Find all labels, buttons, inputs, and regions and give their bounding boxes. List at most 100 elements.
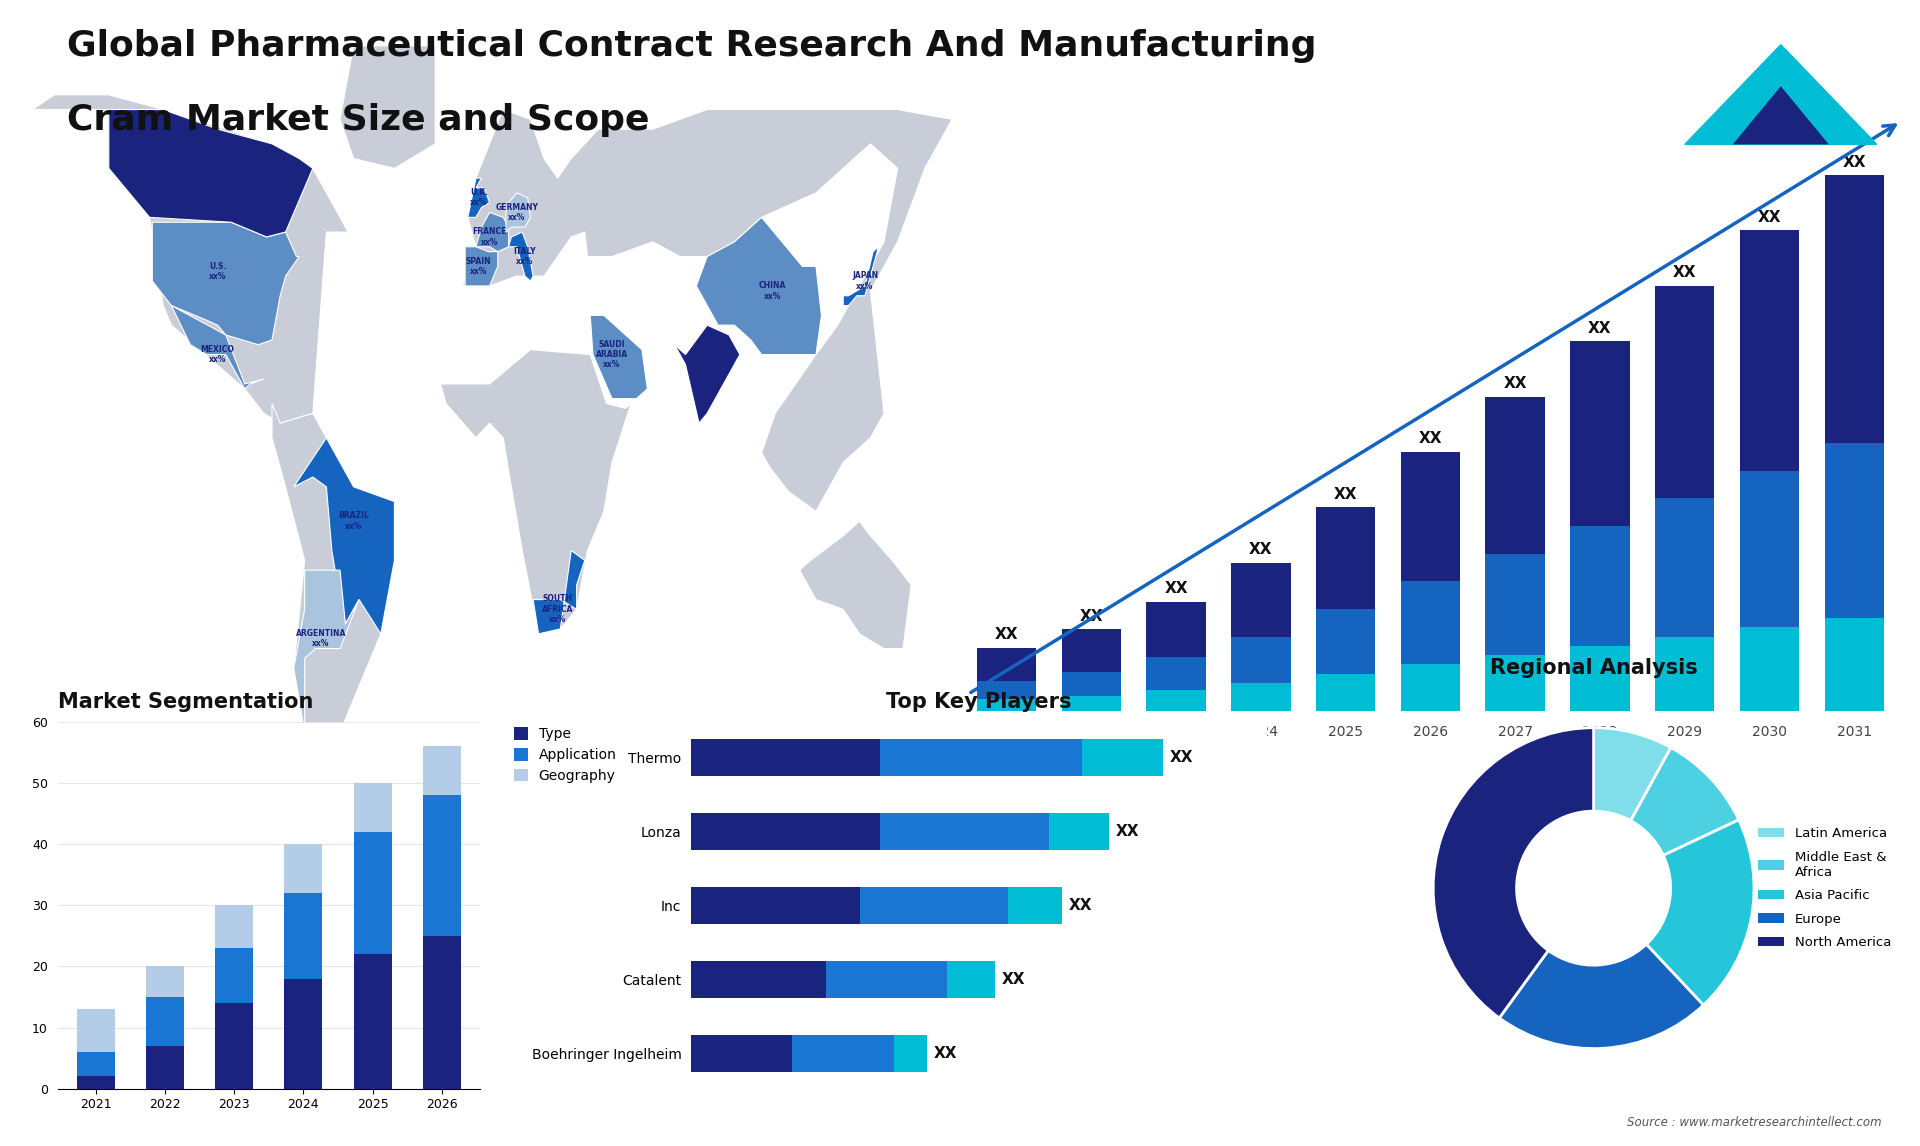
- Text: MARKET: MARKET: [1757, 149, 1805, 159]
- Text: 2025: 2025: [1329, 725, 1363, 739]
- Bar: [793, 1035, 893, 1072]
- Bar: [77, 1010, 115, 1052]
- Bar: [1146, 602, 1206, 657]
- Text: XX: XX: [1079, 609, 1104, 623]
- Polygon shape: [589, 315, 647, 399]
- Bar: [1231, 563, 1290, 637]
- Text: SAUDI
ARABIA
xx%: SAUDI ARABIA xx%: [595, 339, 628, 369]
- Bar: [977, 647, 1037, 681]
- Bar: [1231, 683, 1290, 711]
- Wedge shape: [1500, 944, 1703, 1049]
- Wedge shape: [1630, 747, 1740, 855]
- Bar: [215, 1003, 253, 1089]
- Bar: [1655, 637, 1715, 711]
- Text: XX: XX: [933, 1046, 958, 1061]
- Polygon shape: [273, 403, 394, 732]
- Text: U.S.
xx%: U.S. xx%: [209, 261, 227, 281]
- Bar: [284, 845, 323, 893]
- Bar: [1315, 609, 1375, 674]
- Text: Market Segmentation: Market Segmentation: [58, 692, 313, 712]
- Bar: [284, 979, 323, 1089]
- Bar: [1740, 628, 1799, 711]
- Text: INDIA
xx%: INDIA xx%: [695, 350, 720, 369]
- Text: 2030: 2030: [1751, 725, 1788, 739]
- Bar: [422, 795, 461, 936]
- Text: Global Pharmaceutical Contract Research And Manufacturing: Global Pharmaceutical Contract Research …: [67, 29, 1317, 63]
- Bar: [691, 739, 879, 776]
- Polygon shape: [476, 212, 509, 252]
- Polygon shape: [463, 110, 586, 286]
- Bar: [146, 1046, 184, 1089]
- Bar: [353, 955, 392, 1089]
- Bar: [353, 832, 392, 955]
- Text: XX: XX: [1843, 155, 1866, 170]
- Text: XX: XX: [1116, 824, 1140, 839]
- Text: XX: XX: [1169, 749, 1194, 764]
- Bar: [353, 783, 392, 832]
- Bar: [1008, 887, 1062, 924]
- Text: 2023: 2023: [1158, 725, 1194, 739]
- Bar: [1824, 175, 1884, 442]
- Bar: [1146, 690, 1206, 711]
- Text: XX: XX: [1419, 432, 1442, 447]
- Bar: [1655, 499, 1715, 637]
- Bar: [1655, 285, 1715, 499]
- Bar: [215, 948, 253, 1003]
- Title: Top Key Players: Top Key Players: [887, 692, 1071, 712]
- Bar: [879, 739, 1083, 776]
- Wedge shape: [1432, 728, 1594, 1018]
- Polygon shape: [171, 306, 263, 388]
- Text: 2021: 2021: [989, 725, 1023, 739]
- Bar: [947, 960, 995, 998]
- Bar: [1486, 554, 1546, 656]
- Legend: Latin America, Middle East &
Africa, Asia Pacific, Europe, North America: Latin America, Middle East & Africa, Asi…: [1753, 822, 1897, 955]
- Bar: [977, 699, 1037, 711]
- Bar: [691, 1035, 793, 1072]
- Text: U.K.
xx%: U.K. xx%: [470, 188, 488, 207]
- Polygon shape: [468, 178, 490, 218]
- Text: GERMANY
xx%: GERMANY xx%: [495, 203, 538, 222]
- Text: 2022: 2022: [1073, 725, 1110, 739]
- Polygon shape: [1686, 45, 1876, 144]
- Polygon shape: [294, 571, 359, 732]
- Polygon shape: [442, 350, 632, 634]
- Bar: [215, 905, 253, 948]
- Title: Regional Analysis: Regional Analysis: [1490, 658, 1697, 677]
- Bar: [691, 813, 879, 850]
- Bar: [1486, 397, 1546, 554]
- Bar: [1146, 657, 1206, 690]
- Bar: [1402, 452, 1459, 581]
- Bar: [1315, 508, 1375, 609]
- Bar: [1048, 813, 1110, 850]
- Bar: [77, 1052, 115, 1076]
- Text: XX: XX: [1164, 581, 1188, 596]
- Bar: [1571, 646, 1630, 711]
- Bar: [1315, 674, 1375, 711]
- Text: XX: XX: [1250, 542, 1273, 557]
- Bar: [422, 746, 461, 795]
- Bar: [1083, 739, 1164, 776]
- Text: 2026: 2026: [1413, 725, 1448, 739]
- Bar: [1824, 442, 1884, 618]
- Text: JAPAN
xx%: JAPAN xx%: [852, 272, 877, 291]
- Polygon shape: [534, 550, 586, 634]
- Text: ARGENTINA
xx%: ARGENTINA xx%: [296, 629, 346, 649]
- Polygon shape: [674, 325, 739, 423]
- Text: Cram Market Size and Scope: Cram Market Size and Scope: [67, 103, 649, 138]
- Bar: [1740, 471, 1799, 628]
- Text: XX: XX: [1757, 210, 1782, 225]
- Text: SPAIN
xx%: SPAIN xx%: [467, 257, 492, 276]
- Polygon shape: [109, 110, 313, 237]
- Text: FRANCE
xx%: FRANCE xx%: [472, 227, 507, 246]
- Polygon shape: [152, 222, 300, 345]
- Wedge shape: [1645, 819, 1755, 1005]
- Text: XX: XX: [1069, 897, 1092, 913]
- Bar: [1740, 230, 1799, 471]
- Polygon shape: [33, 95, 348, 423]
- Text: XX: XX: [1588, 321, 1611, 336]
- Text: ITALY
xx%: ITALY xx%: [515, 246, 536, 266]
- Text: SOUTH
AFRICA
xx%: SOUTH AFRICA xx%: [541, 595, 574, 625]
- Text: XX: XX: [1334, 487, 1357, 502]
- Bar: [1062, 696, 1121, 711]
- Bar: [879, 813, 1048, 850]
